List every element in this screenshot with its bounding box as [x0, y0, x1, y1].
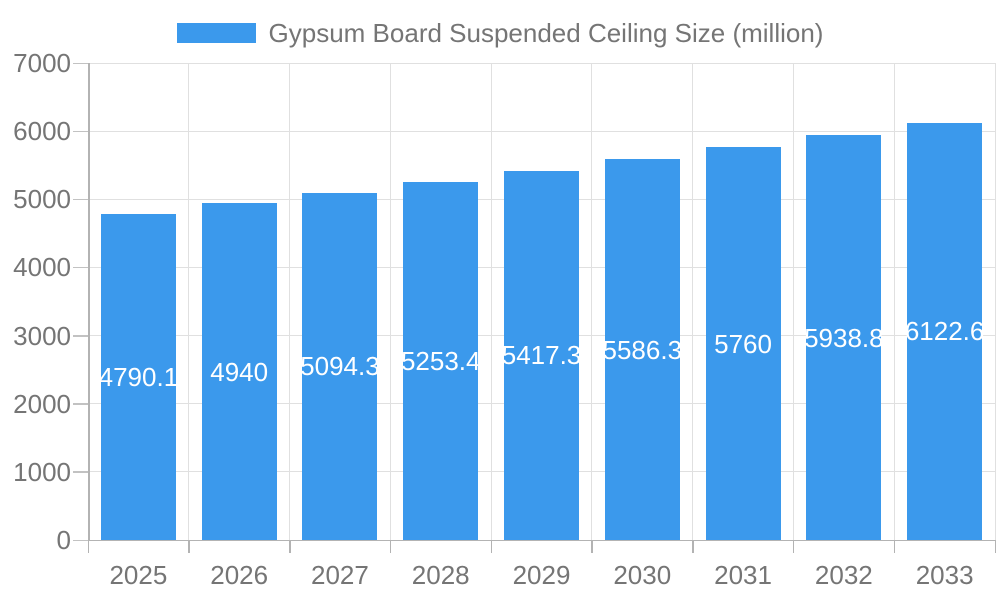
- h-gridline: [88, 62, 995, 64]
- x-tick: [893, 540, 896, 553]
- y-tick: [73, 335, 88, 337]
- legend-label: Gypsum Board Suspended Ceiling Size (mil…: [268, 17, 824, 48]
- y-tick: [73, 539, 88, 541]
- bar: [705, 147, 781, 540]
- v-gridline: [893, 63, 895, 540]
- x-axis-label: 2031: [714, 560, 772, 590]
- y-tick: [73, 471, 88, 473]
- y-tick: [73, 130, 88, 133]
- x-tick: [591, 540, 593, 553]
- bar: [504, 170, 579, 540]
- chart-legend[interactable]: Gypsum Board Suspended Ceiling Size (mil…: [0, 17, 1000, 49]
- x-axis-line: [88, 539, 995, 541]
- x-axis-label: 2032: [814, 560, 873, 590]
- x-tick: [87, 540, 89, 553]
- bar: [100, 213, 176, 540]
- bar: [907, 122, 983, 540]
- y-axis-label: 5000: [13, 184, 71, 215]
- bar: [806, 135, 882, 540]
- x-tick: [188, 540, 190, 553]
- y-tick: [73, 403, 88, 405]
- x-axis-label: 2027: [311, 560, 369, 590]
- x-tick: [289, 540, 291, 553]
- bar: [604, 159, 680, 540]
- v-gridline: [490, 63, 492, 540]
- x-axis-label: 2033: [915, 560, 974, 590]
- plot-area: 4790.1 4940 5094.3 5253.4 5417.3 5586.3 5760 59…: [73, 62, 996, 553]
- x-tick: [994, 540, 996, 553]
- y-axis-label: 6000: [13, 116, 71, 147]
- x-tick: [792, 540, 795, 553]
- x-tick: [692, 540, 694, 553]
- bar: [201, 203, 277, 540]
- v-gridline: [389, 63, 391, 540]
- y-axis-line: [88, 63, 90, 540]
- legend-swatch-icon: [176, 23, 256, 43]
- bar: [302, 192, 378, 540]
- y-axis-label: 7000: [13, 48, 71, 78]
- y-tick: [73, 266, 88, 269]
- v-gridline: [994, 63, 996, 540]
- x-tick: [389, 540, 392, 553]
- y-axis-label: 0: [56, 525, 71, 555]
- x-tick: [490, 540, 493, 553]
- y-tick: [73, 62, 88, 64]
- x-axis-label: 2028: [411, 560, 470, 590]
- v-gridline: [792, 63, 794, 540]
- y-tick: [73, 198, 88, 201]
- v-gridline: [289, 63, 291, 540]
- y-axis-label: 3000: [13, 320, 71, 351]
- v-gridline: [692, 63, 694, 540]
- y-axis-label: 4000: [13, 252, 71, 283]
- y-axis-label: 1000: [13, 456, 71, 487]
- v-gridline: [188, 63, 190, 540]
- x-axis-label: 2026: [210, 560, 269, 590]
- bar: [403, 182, 479, 540]
- v-gridline: [591, 63, 593, 540]
- y-axis-label: 2000: [13, 388, 71, 419]
- x-axis-label: 2029: [512, 560, 571, 590]
- x-axis-label: 2025: [109, 560, 168, 590]
- h-gridline: [88, 130, 995, 132]
- x-axis-label: 2030: [613, 560, 672, 590]
